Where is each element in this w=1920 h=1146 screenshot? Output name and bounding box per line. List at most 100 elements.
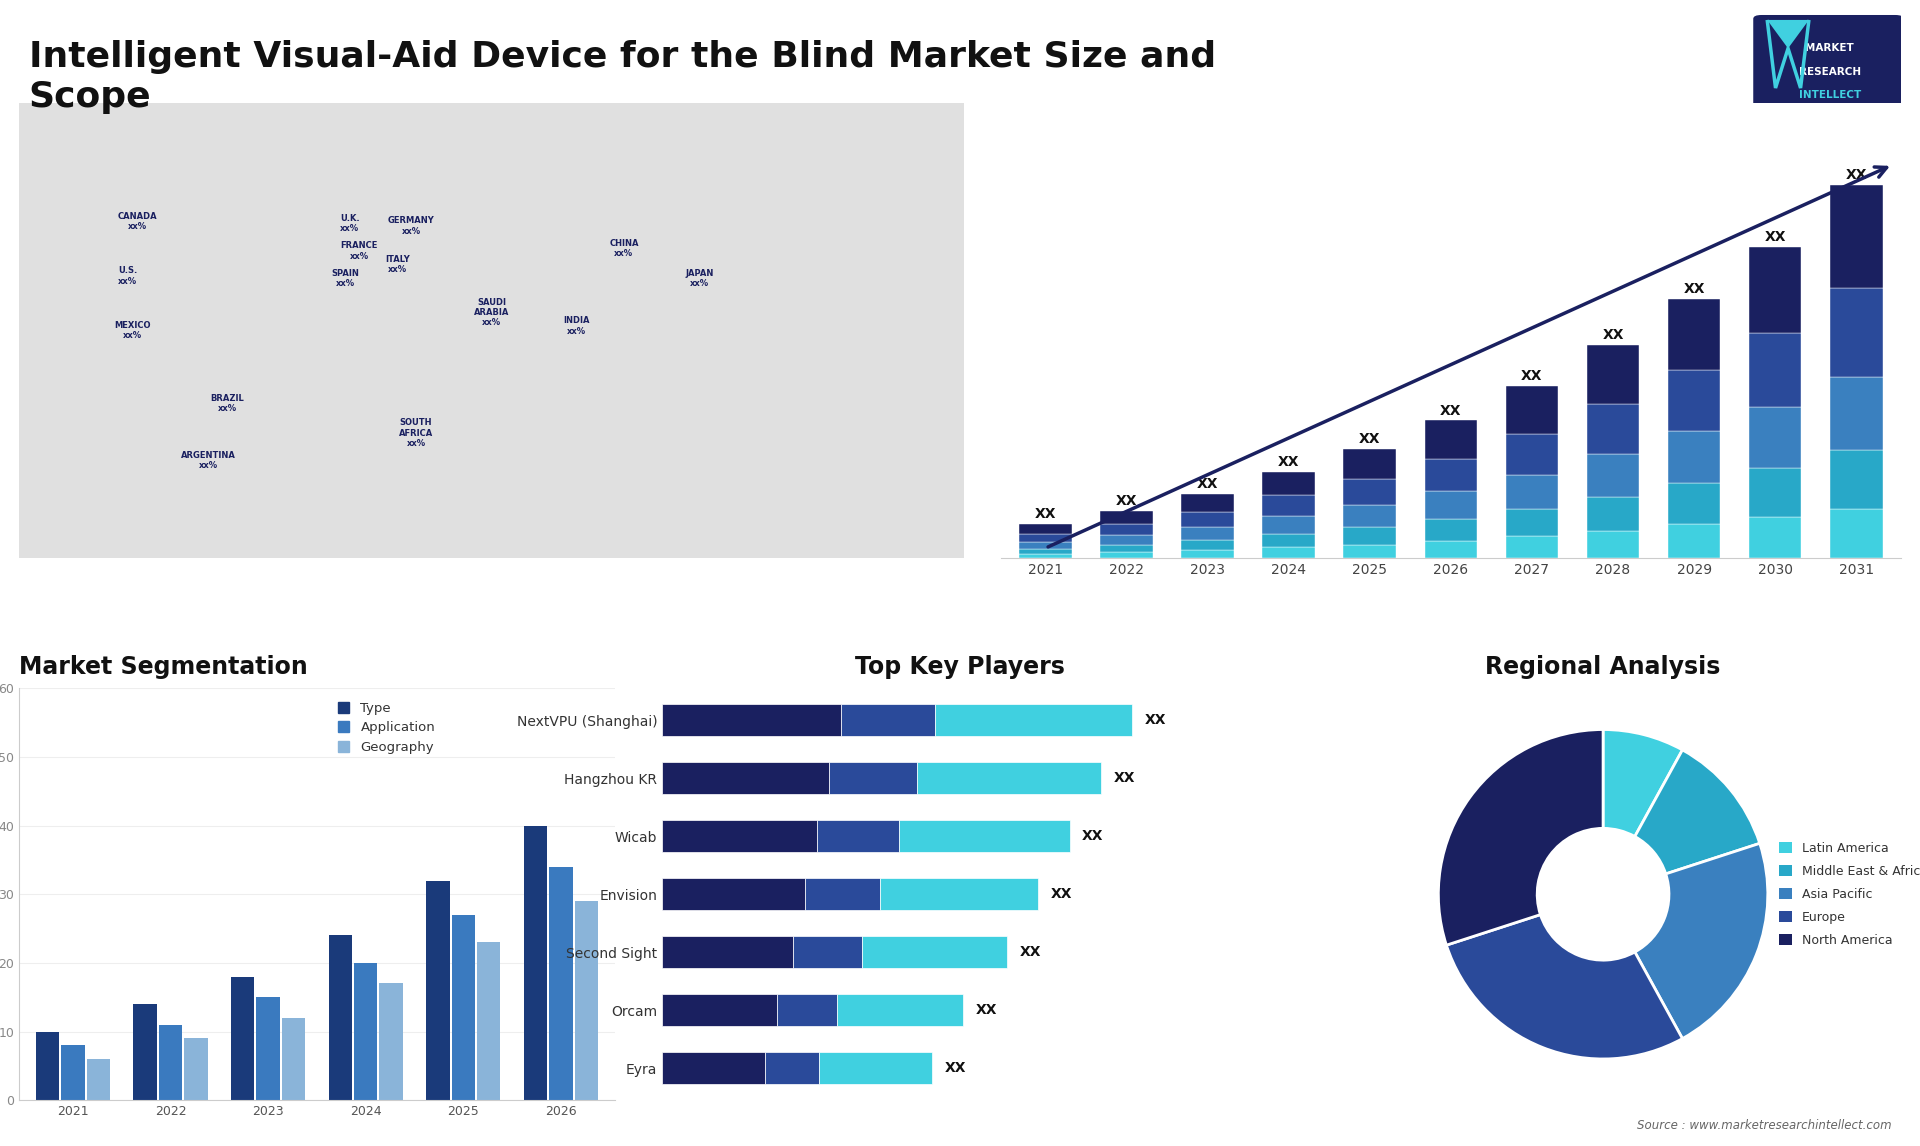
Wedge shape [1446,915,1682,1059]
Bar [818,821,899,853]
Text: XX: XX [1845,168,1866,182]
Bar [1020,549,1071,555]
Bar [1586,455,1640,497]
Title: Regional Analysis: Regional Analysis [1486,656,1720,680]
Bar [1505,536,1559,558]
Text: XX: XX [1359,432,1380,446]
Bar [1586,531,1640,558]
Bar [1181,527,1235,540]
Bar [380,983,403,1100]
Text: CHINA
xx%: CHINA xx% [609,240,639,259]
Text: ARGENTINA
xx%: ARGENTINA xx% [180,450,236,470]
Bar [353,963,378,1100]
Text: SAUDI
ARABIA
xx%: SAUDI ARABIA xx% [474,298,509,328]
Bar [426,880,449,1100]
Text: XX: XX [1684,282,1705,296]
Bar [1668,484,1720,524]
Bar [804,878,881,910]
Bar [574,901,597,1100]
Bar [935,705,1133,736]
Text: XX: XX [1764,230,1786,244]
Bar [1344,505,1396,527]
Bar [1668,431,1720,484]
Text: Intelligent Visual-Aid Device for the Blind Market Size and
Scope: Intelligent Visual-Aid Device for the Bl… [29,40,1215,113]
Bar [1344,544,1396,558]
Bar [1749,246,1801,332]
Bar [1181,512,1235,527]
Text: XX: XX [945,1061,966,1075]
Bar [1830,509,1882,558]
Bar [1181,494,1235,512]
Bar [764,1052,818,1084]
Bar [1425,519,1476,541]
Bar [662,995,776,1026]
Text: SPAIN
xx%: SPAIN xx% [332,268,359,288]
Bar [776,995,837,1026]
Text: BRAZIL
xx%: BRAZIL xx% [209,394,244,414]
Bar [61,1045,84,1100]
Text: XX: XX [1521,369,1542,384]
Text: ITALY
xx%: ITALY xx% [384,256,409,274]
Bar [1344,449,1396,479]
Text: XX: XX [1116,494,1137,509]
Text: XX: XX [1020,945,1041,959]
Text: Source : www.marketresearchintellect.com: Source : www.marketresearchintellect.com [1636,1120,1891,1132]
Wedge shape [1634,749,1761,874]
Bar [1100,535,1152,544]
Bar [257,997,280,1100]
Bar [841,705,935,736]
Bar [476,942,501,1100]
Bar [1100,511,1152,524]
Bar [1749,332,1801,407]
Wedge shape [1438,730,1603,945]
Text: CANADA
xx%: CANADA xx% [117,212,157,231]
Legend: Type, Application, Geography: Type, Application, Geography [336,699,438,756]
Bar [1261,516,1315,534]
Polygon shape [1766,19,1809,48]
Bar [1261,548,1315,558]
Bar [1749,407,1801,468]
Bar [86,1059,109,1100]
Text: MEXICO
xx%: MEXICO xx% [115,321,152,340]
Bar [1020,555,1071,558]
Bar [1586,497,1640,531]
Bar [793,936,862,968]
Bar [1830,377,1882,450]
Bar [1344,479,1396,505]
Text: Market Segmentation: Market Segmentation [19,656,307,680]
Text: INDIA
xx%: INDIA xx% [563,316,589,336]
Bar [1749,468,1801,517]
Text: MARKET: MARKET [1805,44,1855,54]
Bar [862,936,1006,968]
Text: JAPAN
xx%: JAPAN xx% [685,268,714,288]
Text: XX: XX [1603,329,1624,343]
Bar [1181,540,1235,550]
Text: FRANCE
xx%: FRANCE xx% [340,242,378,261]
Bar [36,1031,60,1100]
Bar [1261,495,1315,516]
Bar [1261,472,1315,495]
Bar [1100,524,1152,535]
Text: SOUTH
AFRICA
xx%: SOUTH AFRICA xx% [399,418,434,448]
Bar [1505,386,1559,434]
Bar [1181,550,1235,558]
Bar [916,762,1100,794]
Bar [662,878,804,910]
Bar [1020,542,1071,549]
Bar [159,1025,182,1100]
Text: XX: XX [1196,478,1219,492]
Bar [1425,421,1476,458]
Text: XX: XX [1035,508,1056,521]
Title: Top Key Players: Top Key Players [854,656,1066,680]
Bar [818,1052,931,1084]
Bar [282,1018,305,1100]
Bar [1505,509,1559,536]
Bar [1344,527,1396,544]
Bar [837,995,964,1026]
Bar [134,1004,157,1100]
Bar [662,1052,764,1084]
Wedge shape [1634,843,1768,1038]
Bar [1830,288,1882,377]
Bar [1425,492,1476,519]
Text: XX: XX [1083,830,1104,843]
